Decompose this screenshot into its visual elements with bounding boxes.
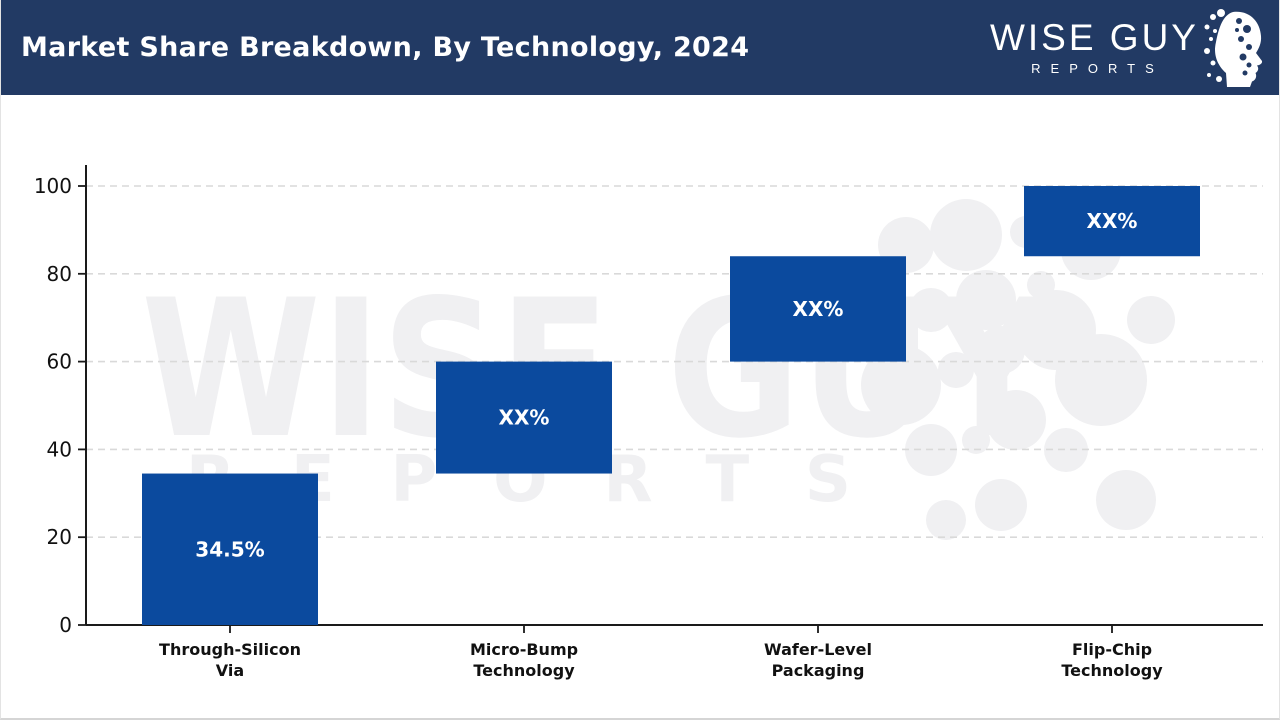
bar-value-label-through-silicon-via: 34.5% xyxy=(195,537,264,561)
bar-flip-chip-technology xyxy=(1024,186,1200,257)
bar-value-label-wafer-level-packaging: XX% xyxy=(793,297,844,321)
header-bar: Market Share Breakdown, By Technology, 2… xyxy=(1,0,1279,95)
y-tick-label-60: 60 xyxy=(47,350,72,374)
x-category-label-flip-chip-technology: Flip-Chip Technology xyxy=(1061,640,1163,680)
bar-through-silicon-via xyxy=(142,473,318,625)
logo-subtitle-text: REPORTS xyxy=(1031,60,1164,76)
y-tick-label-0: 0 xyxy=(59,613,72,637)
x-category-label-micro-bump-technology: Micro-Bump Technology xyxy=(470,640,578,680)
x-category-label-wafer-level-packaging: Wafer-Level Packaging xyxy=(764,640,872,680)
x-category-label-through-silicon-via: Through-Silicon Via xyxy=(159,640,301,680)
bar-micro-bump-technology xyxy=(436,361,612,474)
wise-guy-logo: WISE GUY REPORTS xyxy=(989,8,1265,87)
bar-value-label-flip-chip-technology: XX% xyxy=(1087,209,1138,233)
watermark-head-dots xyxy=(861,199,1175,540)
chart-area: WISE GUY REPORTS 02040608010034.5%Throug… xyxy=(1,95,1279,718)
logo-name-text: WISE GUY xyxy=(989,17,1199,59)
bar-wafer-level-packaging xyxy=(730,256,906,362)
y-tick-label-20: 20 xyxy=(47,525,72,549)
y-tick-label-100: 100 xyxy=(34,174,72,198)
y-tick-label-80: 80 xyxy=(47,262,72,286)
y-tick-label-40: 40 xyxy=(47,437,72,461)
bar-chart: 0 20 40 60 80 100 34.5% Through-Silicon Via XX% Mi… xyxy=(34,165,1263,680)
bar-value-label-micro-bump-technology: XX% xyxy=(499,406,550,430)
chart-title: Market Share Breakdown, By Technology, 2… xyxy=(21,32,750,63)
logo-wordmark: WISE GUY REPORTS xyxy=(989,17,1199,76)
logo-head-icon xyxy=(1204,8,1263,87)
